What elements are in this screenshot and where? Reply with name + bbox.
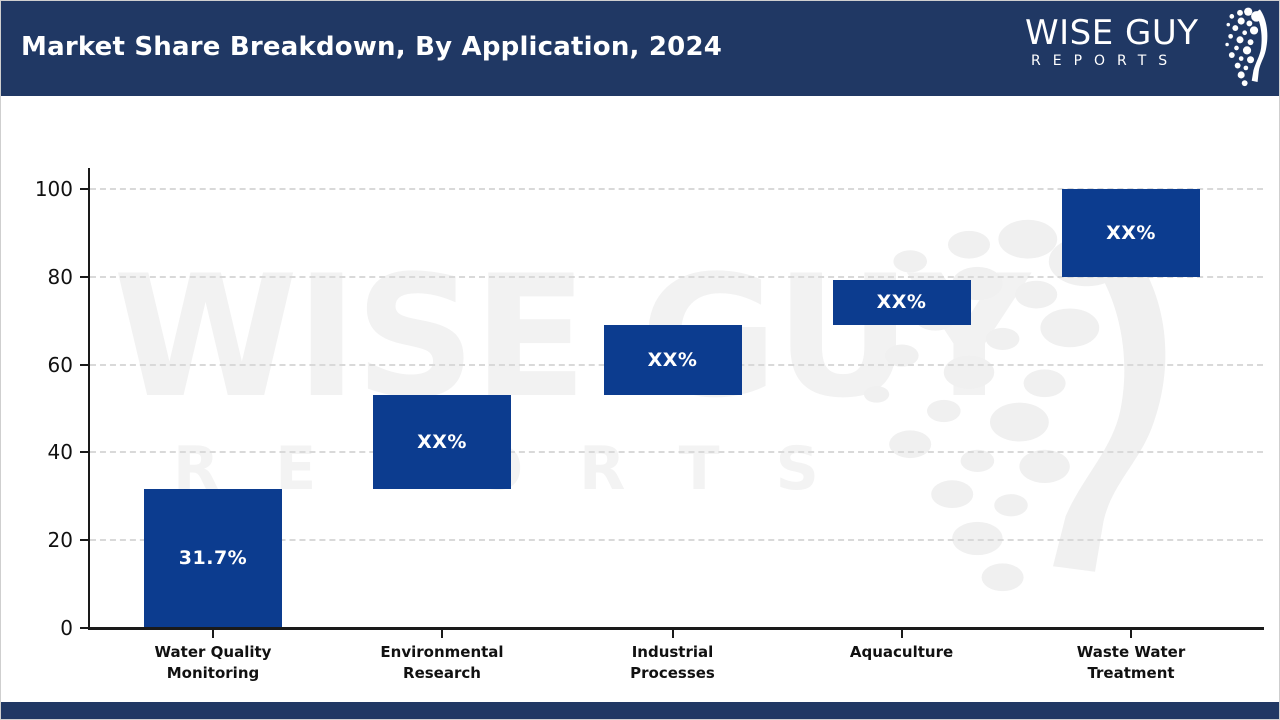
y-tick-label: 60 [47, 352, 73, 377]
bar-value-label: XX% [417, 431, 467, 454]
y-tick-100 [80, 188, 89, 190]
bar-value-label: XX% [647, 349, 698, 372]
logo-text: WISE GUY REPORTS [1025, 13, 1199, 70]
x-category-line: Treatment [1087, 664, 1175, 682]
x-category-line: Processes [630, 664, 715, 682]
x-category-line: Environmental [380, 643, 504, 661]
x-category-label: Environmental Research [327, 642, 557, 684]
bar-segment: XX% [1062, 189, 1200, 277]
brand-logo: WISE GUY REPORTS [1013, 1, 1273, 96]
y-tick-label: 100 [34, 177, 73, 201]
y-tick-60 [80, 363, 89, 366]
y-tick-label: 80 [47, 264, 73, 289]
x-category-line: Monitoring [166, 664, 260, 682]
bar-segment: XX% [603, 325, 742, 396]
x-tick [1130, 630, 1132, 638]
page-title: Market Share Breakdown, By Application, … [21, 31, 723, 62]
gridline-80 [90, 275, 1263, 278]
y-tick-20 [80, 539, 89, 542]
bar-segment: XX% [832, 279, 971, 326]
x-category-label: Waste Water Treatment [1016, 642, 1246, 684]
logo-wordmark: WISE GUY [1025, 13, 1199, 53]
x-tick [671, 630, 674, 638]
x-tick [441, 630, 443, 638]
y-tick-0 [80, 627, 89, 629]
x-axis [88, 627, 1264, 630]
x-category-line: Water Quality [154, 643, 272, 661]
x-category-line: Industrial [631, 643, 714, 661]
x-category-line: Aquaculture [849, 643, 954, 661]
x-category-line: Research [403, 664, 481, 682]
x-category-label: Aquaculture [787, 642, 1017, 663]
bar-value-label: 31.7% [178, 547, 248, 570]
x-tick [900, 630, 903, 638]
logo-subtitle: REPORTS [1031, 53, 1180, 70]
bar-value-label: XX% [876, 291, 927, 314]
gridline-20 [90, 539, 1263, 542]
bar-value-label: XX% [1106, 221, 1156, 244]
x-category-label: Water Quality Monitoring [98, 642, 328, 684]
y-tick-label: 40 [47, 440, 73, 465]
y-tick-label: 20 [47, 528, 73, 553]
x-category-label: Industrial Processes [558, 642, 788, 684]
bar-segment: 31.7% [144, 488, 282, 628]
y-tick-label: 0 [60, 616, 73, 640]
gridline-100 [90, 188, 1263, 190]
dotted-head-logo-icon [1225, 7, 1268, 87]
bar-segment: XX% [373, 395, 511, 489]
header-bar: Market Share Breakdown, By Application, … [1, 1, 1279, 96]
gridline-40 [90, 451, 1263, 454]
y-axis [88, 168, 90, 630]
x-category-line: Waste Water [1076, 643, 1186, 661]
y-tick-40 [80, 451, 89, 454]
footer-bar [1, 702, 1279, 719]
x-tick [212, 630, 214, 638]
y-tick-80 [80, 275, 89, 278]
